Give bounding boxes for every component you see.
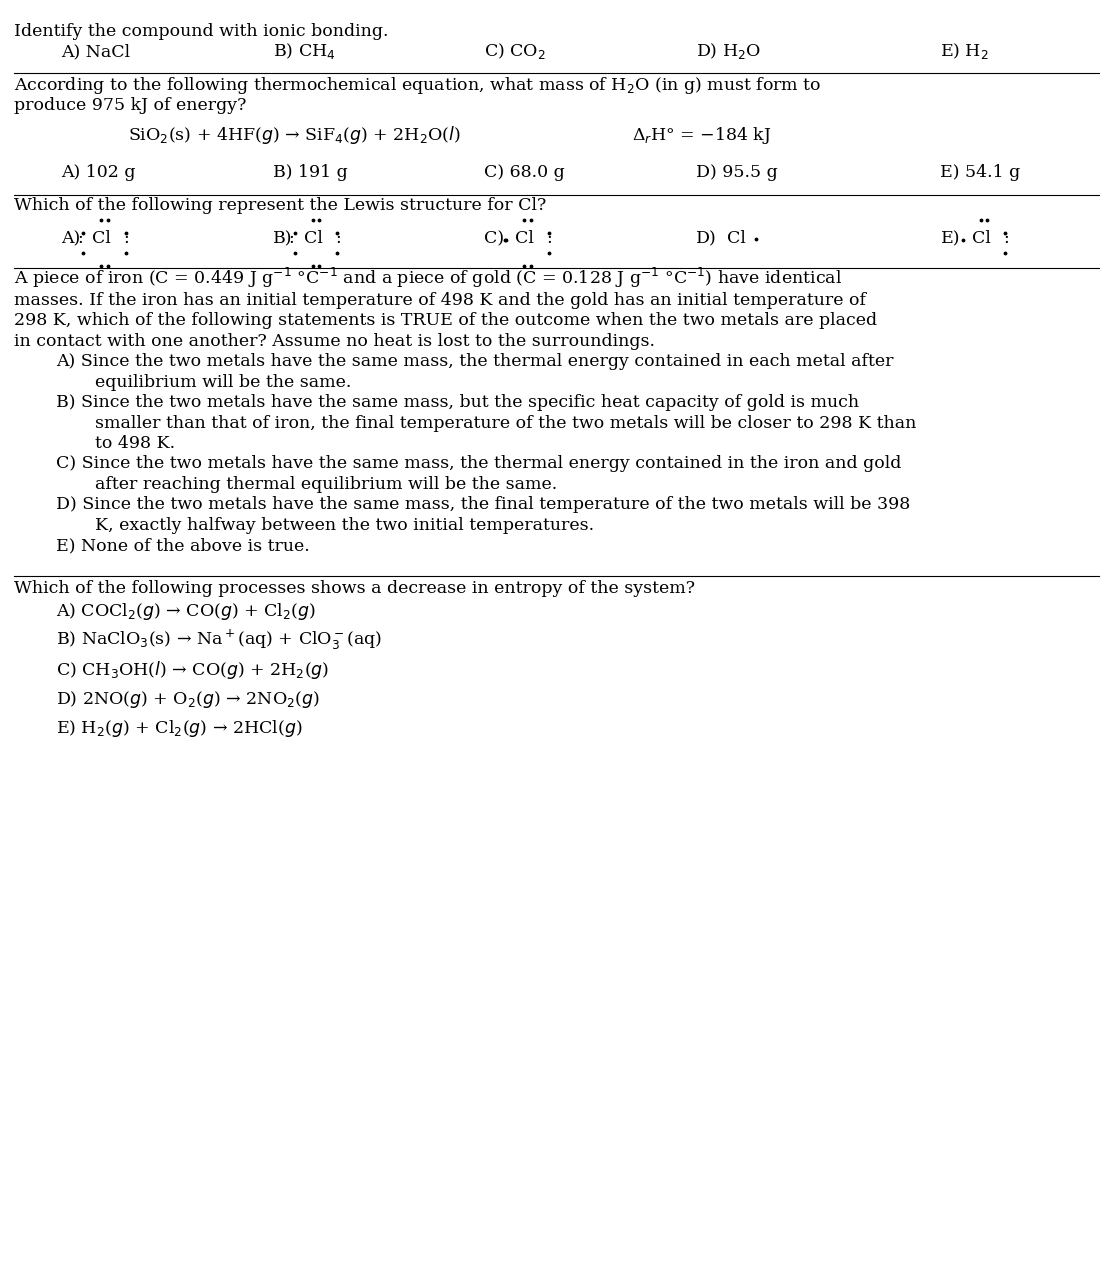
Text: A) Since the two metals have the same mass, the thermal energy contained in each: A) Since the two metals have the same ma… xyxy=(56,353,893,370)
Text: B): B) xyxy=(273,230,293,247)
Text: E) H$_2$($g$) + Cl$_2$($g$) → 2HCl($g$): E) H$_2$($g$) + Cl$_2$($g$) → 2HCl($g$) xyxy=(56,718,302,740)
Text: Cl: Cl xyxy=(304,230,323,247)
Text: equilibrium will be the same.: equilibrium will be the same. xyxy=(95,374,351,390)
Text: C) Since the two metals have the same mass, the thermal energy contained in the : C) Since the two metals have the same ma… xyxy=(56,456,902,472)
Text: B) 191 g: B) 191 g xyxy=(273,164,347,180)
Text: A) 102 g: A) 102 g xyxy=(61,164,136,180)
Text: Cl: Cl xyxy=(972,230,991,247)
Text: A) COCl$_2$($g$) → CO($g$) + Cl$_2$($g$): A) COCl$_2$($g$) → CO($g$) + Cl$_2$($g$) xyxy=(56,600,316,622)
Text: C) CH$_3$OH($l$) → CO($g$) + 2H$_2$($g$): C) CH$_3$OH($l$) → CO($g$) + 2H$_2$($g$) xyxy=(56,658,329,681)
Text: D) Since the two metals have the same mass, the final temperature of the two met: D) Since the two metals have the same ma… xyxy=(56,497,910,513)
Text: produce 975 kJ of energy?: produce 975 kJ of energy? xyxy=(14,97,247,114)
Text: :: : xyxy=(77,230,82,247)
Text: C): C) xyxy=(484,230,504,247)
Text: E): E) xyxy=(940,230,961,247)
Text: SiO$_2$(s) + 4HF($g$) → SiF$_4$($g$) + 2H$_2$O($l$): SiO$_2$(s) + 4HF($g$) → SiF$_4$($g$) + 2… xyxy=(128,123,461,146)
Text: A) NaCl: A) NaCl xyxy=(61,44,130,60)
Text: D) 2NO($g$) + O$_2$($g$) → 2NO$_2$($g$): D) 2NO($g$) + O$_2$($g$) → 2NO$_2$($g$) xyxy=(56,689,319,710)
Text: :: : xyxy=(124,230,129,247)
Text: C) CO$_2$: C) CO$_2$ xyxy=(484,41,546,61)
Text: B) NaClO$_3$(s) → Na$^+$(aq) + ClO$_3^-$(aq): B) NaClO$_3$(s) → Na$^+$(aq) + ClO$_3^-$… xyxy=(56,628,382,653)
Text: According to the following thermochemical equation, what mass of H$_2$O (in g) m: According to the following thermochemica… xyxy=(14,74,823,96)
Text: D): D) xyxy=(696,230,717,247)
Text: A): A) xyxy=(61,230,80,247)
Text: E) None of the above is true.: E) None of the above is true. xyxy=(56,538,309,554)
Text: Cl: Cl xyxy=(92,230,111,247)
Text: A piece of iron (C = 0.449 J g$^{-1}$ °C$^{-1}$ and a piece of gold (C = 0.128 J: A piece of iron (C = 0.449 J g$^{-1}$ °C… xyxy=(14,266,843,291)
Text: Cl: Cl xyxy=(727,230,746,247)
Text: masses. If the iron has an initial temperature of 498 K and the gold has an init: masses. If the iron has an initial tempe… xyxy=(14,292,866,308)
Text: :: : xyxy=(546,230,552,247)
Text: :: : xyxy=(288,230,294,247)
Text: Cl: Cl xyxy=(515,230,534,247)
Text: in contact with one another? Assume no heat is lost to the surroundings.: in contact with one another? Assume no h… xyxy=(14,333,656,349)
Text: B) CH$_4$: B) CH$_4$ xyxy=(273,41,335,61)
Text: E) 54.1 g: E) 54.1 g xyxy=(940,164,1021,180)
Text: Which of the following represent the Lewis structure for Cl?: Which of the following represent the Lew… xyxy=(14,197,546,214)
Text: D) 95.5 g: D) 95.5 g xyxy=(696,164,777,180)
Text: K, exactly halfway between the two initial temperatures.: K, exactly halfway between the two initi… xyxy=(95,517,593,534)
Text: Which of the following processes shows a decrease in entropy of the system?: Which of the following processes shows a… xyxy=(14,580,696,596)
Text: B) Since the two metals have the same mass, but the specific heat capacity of go: B) Since the two metals have the same ma… xyxy=(56,394,859,411)
Text: smaller than that of iron, the final temperature of the two metals will be close: smaller than that of iron, the final tem… xyxy=(95,415,916,431)
Text: Identify the compound with ionic bonding.: Identify the compound with ionic bonding… xyxy=(14,23,388,40)
Text: E) H$_2$: E) H$_2$ xyxy=(940,41,989,61)
Text: D) H$_2$O: D) H$_2$O xyxy=(696,41,761,61)
Text: :: : xyxy=(335,230,341,247)
Text: to 498 K.: to 498 K. xyxy=(95,435,175,452)
Text: 298 K, which of the following statements is TRUE of the outcome when the two met: 298 K, which of the following statements… xyxy=(14,312,877,329)
Text: C) 68.0 g: C) 68.0 g xyxy=(484,164,565,180)
Text: Δ$_r$H° = −184 kJ: Δ$_r$H° = −184 kJ xyxy=(632,124,771,146)
Text: after reaching thermal equilibrium will be the same.: after reaching thermal equilibrium will … xyxy=(95,476,556,493)
Text: :: : xyxy=(1003,230,1008,247)
